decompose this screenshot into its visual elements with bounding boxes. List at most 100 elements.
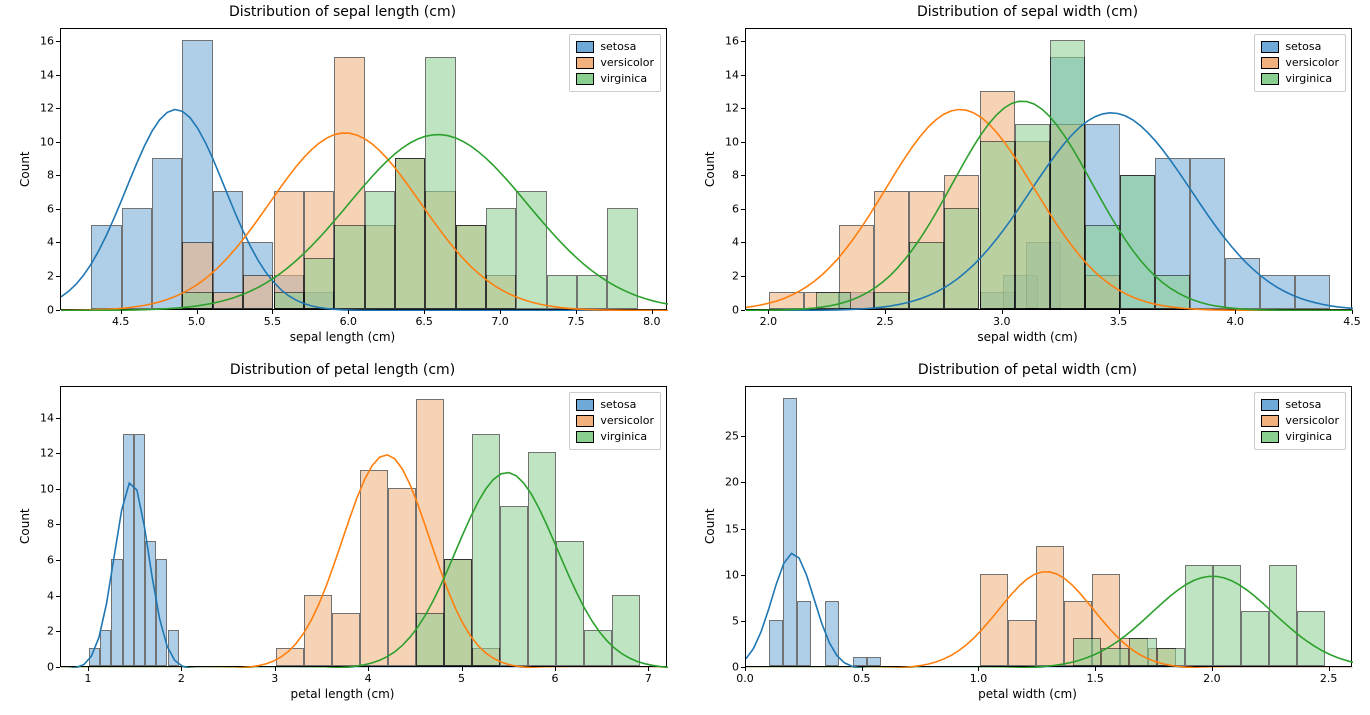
hist-bar-virginica (816, 292, 851, 309)
xtick-mark (424, 310, 425, 314)
xtick-label: 3 (271, 672, 278, 685)
hist-bar-virginica (607, 208, 637, 309)
hist-bar-virginica (304, 258, 334, 308)
hist-bar-virginica (1050, 40, 1085, 308)
legend-label: setosa (1285, 39, 1321, 55)
legend-item-versicolor: versicolor (1261, 413, 1339, 429)
hist-bar-virginica (1269, 565, 1297, 667)
hist-bar-virginica (274, 292, 304, 309)
legend-item-versicolor: versicolor (576, 55, 654, 71)
xtick-mark (745, 667, 746, 671)
hist-bar-virginica (182, 292, 212, 309)
ytick-label: 2 (32, 269, 54, 282)
hist-bar-versicolor (769, 292, 804, 309)
legend-label: virginica (600, 429, 647, 445)
hist-bar-versicolor (980, 574, 1008, 666)
hist-bar-virginica (1015, 124, 1050, 308)
hist-bar-setosa (152, 158, 182, 309)
legend-item-versicolor: versicolor (576, 413, 654, 429)
hist-bar-virginica (1297, 611, 1325, 666)
hist-bar-virginica (1085, 225, 1120, 309)
ytick-label: 6 (32, 202, 54, 215)
hist-bar-setosa (89, 648, 100, 666)
xtick-mark (576, 310, 577, 314)
hist-bar-virginica (874, 292, 909, 309)
ytick-label: 0 (32, 661, 54, 674)
xtick-label: 2.5 (1320, 672, 1338, 685)
ytick-label: 14 (32, 411, 54, 424)
xtick-mark (1329, 667, 1330, 671)
hist-bar-virginica (1101, 648, 1129, 667)
y-axis-label: Count (703, 509, 717, 545)
hist-bar-virginica (456, 225, 486, 309)
legend-item-virginica: virginica (576, 429, 654, 445)
ytick-label: 12 (32, 102, 54, 115)
hist-bar-virginica (547, 275, 577, 309)
hist-bar-setosa (100, 630, 111, 666)
ytick-mark (56, 242, 60, 243)
legend-label: setosa (600, 39, 636, 55)
ytick-mark (741, 621, 745, 622)
hist-bar-versicolor (332, 613, 360, 666)
y-axis-label: Count (703, 151, 717, 187)
hist-bar-virginica (416, 613, 444, 666)
xtick-mark (1119, 310, 1120, 314)
legend-swatch-icon (576, 73, 594, 85)
legend-label: virginica (1285, 429, 1332, 445)
x-axis-label: petal width (cm) (685, 687, 1370, 701)
legend-label: versicolor (1285, 413, 1339, 429)
ytick-mark (741, 310, 745, 311)
legend-swatch-icon (576, 41, 594, 53)
hist-bar-virginica (556, 541, 584, 666)
legend-label: versicolor (1285, 55, 1339, 71)
hist-bar-versicolor (360, 470, 388, 666)
hist-bar-virginica (1157, 648, 1185, 667)
ytick-mark (741, 175, 745, 176)
subplot-title: Distribution of petal width (cm) (685, 362, 1370, 378)
ytick-mark (56, 418, 60, 419)
y-axis-label: Count (18, 151, 32, 187)
subplot-petal_length: Distribution of petal length (cm)1234567… (0, 358, 685, 715)
ytick-mark (56, 276, 60, 277)
xtick-label: 2 (178, 672, 185, 685)
ytick-label: 14 (32, 68, 54, 81)
xtick-mark (272, 310, 273, 314)
hist-bar-virginica (1120, 175, 1155, 309)
xtick-label: 2.0 (760, 315, 778, 328)
hist-bar-setosa (1225, 258, 1260, 308)
xtick-mark (348, 310, 349, 314)
ytick-mark (741, 41, 745, 42)
xtick-label: 5.5 (264, 315, 282, 328)
ytick-mark (741, 108, 745, 109)
xtick-label: 0.0 (736, 672, 754, 685)
ytick-label: 0 (717, 303, 739, 316)
xtick-label: 0.5 (853, 672, 871, 685)
hist-bar-virginica (472, 434, 500, 666)
legend-swatch-icon (576, 431, 594, 443)
xtick-label: 1.5 (1086, 672, 1104, 685)
y-axis-label: Count (18, 509, 32, 545)
hist-bar-virginica (1155, 275, 1190, 309)
ytick-mark (56, 631, 60, 632)
hist-bar-setosa (134, 434, 145, 666)
hist-bar-setosa (1190, 158, 1225, 309)
xtick-label: 4 (365, 672, 372, 685)
xtick-mark (768, 310, 769, 314)
hist-bar-virginica (1129, 638, 1157, 666)
hist-bar-virginica (365, 191, 395, 308)
xtick-mark (197, 310, 198, 314)
hist-bar-setosa (156, 559, 167, 666)
hist-bar-setosa (1260, 275, 1295, 309)
xtick-label: 6.0 (340, 315, 358, 328)
legend-label: versicolor (600, 55, 654, 71)
xtick-label: 1 (85, 672, 92, 685)
xtick-label: 7.0 (491, 315, 509, 328)
ytick-mark (741, 436, 745, 437)
legend-swatch-icon (1261, 57, 1279, 69)
xtick-label: 6.5 (415, 315, 433, 328)
ytick-label: 10 (717, 568, 739, 581)
ytick-mark (56, 524, 60, 525)
ytick-mark (741, 75, 745, 76)
hist-bar-setosa (122, 208, 152, 309)
ytick-mark (741, 242, 745, 243)
